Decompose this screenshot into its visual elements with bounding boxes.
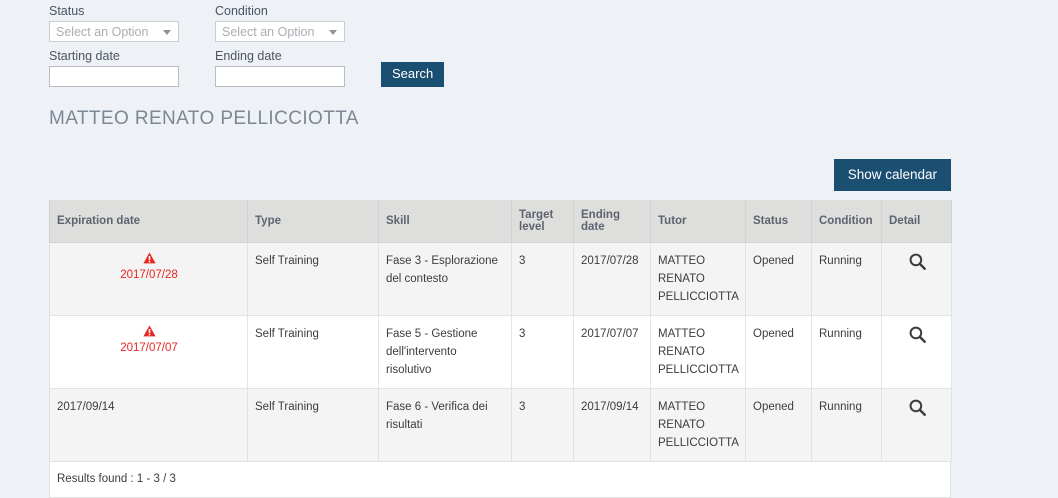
cell-tutor: MATTEO RENATO PELLICCIOTTA [650,242,746,316]
expiration-date-value: 2017/09/14 [57,401,115,413]
cell-expiration-date: 2017/07/28 [49,242,248,316]
column-header-type[interactable]: Type [247,200,379,243]
cell-target-level: 3 [511,242,574,316]
search-filter-form: Status Select an Option Condition Select… [49,4,949,87]
column-header-status[interactable]: Status [745,200,812,243]
column-header-tutor[interactable]: Tutor [650,200,746,243]
table-row[interactable]: 2017/09/14 Self Training Fase 6 - Verifi… [49,388,952,462]
table-row[interactable]: 2017/07/28 Self Training Fase 3 - Esplor… [49,242,952,316]
column-header-target-level[interactable]: Target level [511,200,574,243]
cell-target-level: 3 [511,315,574,389]
cell-type: Self Training [247,315,379,389]
cell-expiration-date: 2017/09/14 [49,388,248,462]
results-table-container: Expiration date Type Skill Target level … [49,200,952,498]
cell-ending-date: 2017/09/14 [573,388,651,462]
magnifier-icon[interactable] [908,252,927,271]
status-field: Status Select an Option [49,4,179,42]
cell-ending-date: 2017/07/28 [573,242,651,316]
starting-date-input[interactable] [49,66,179,87]
cell-condition: Running [811,388,882,462]
warning-triangle-icon [142,325,156,337]
column-header-ending-date[interactable]: Ending date [573,200,651,243]
column-header-detail[interactable]: Detail [881,200,952,243]
show-calendar-button[interactable]: Show calendar [833,159,951,191]
cell-ending-date: 2017/07/07 [573,315,651,389]
chevron-down-icon [163,30,171,35]
filter-row-selects: Status Select an Option Condition Select… [49,4,949,42]
ending-date-field: Ending date [215,49,345,87]
cell-detail [881,242,952,316]
table-header-row: Expiration date Type Skill Target level … [49,200,952,243]
cell-status: Opened [745,242,812,316]
cell-tutor: MATTEO RENATO PELLICCIOTTA [650,388,746,462]
page-title: MATTEO RENATO PELLICCIOTTA [49,108,359,129]
expiration-date-value: 2017/07/28 [120,269,178,281]
ending-date-label: Ending date [215,49,282,63]
condition-select[interactable]: Select an Option [215,21,345,42]
cell-detail [881,315,952,389]
cell-condition: Running [811,242,882,316]
filter-row-dates: Starting date Ending date Search [49,49,949,87]
table-body: 2017/07/28 Self Training Fase 3 - Esplor… [49,242,952,462]
cell-detail [881,388,952,462]
column-header-expiration-date[interactable]: Expiration date [49,200,248,243]
column-header-skill[interactable]: Skill [378,200,512,243]
starting-date-label: Starting date [49,49,120,63]
condition-label: Condition [215,4,268,18]
status-label: Status [49,4,85,18]
cell-expiration-date: 2017/07/07 [49,315,248,389]
column-header-condition[interactable]: Condition [811,200,882,243]
starting-date-field: Starting date [49,49,179,87]
condition-field: Condition Select an Option [215,4,345,42]
expiration-date-value: 2017/07/07 [120,342,178,354]
cell-type: Self Training [247,388,379,462]
search-button[interactable]: Search [381,62,445,87]
cell-skill: Fase 3 - Esplorazione del contesto [378,242,512,316]
ending-date-input[interactable] [215,66,345,87]
cell-skill: Fase 6 - Verifica dei risultati [378,388,512,462]
cell-status: Opened [745,315,812,389]
results-found-label: Results found : 1 - 3 / 3 [49,462,951,498]
magnifier-icon[interactable] [908,398,927,417]
cell-tutor: MATTEO RENATO PELLICCIOTTA [650,315,746,389]
status-select-value: Select an Option [56,25,149,39]
table-row[interactable]: 2017/07/07 Self Training Fase 5 - Gestio… [49,315,952,389]
chevron-down-icon [329,30,337,35]
condition-select-value: Select an Option [222,25,315,39]
cell-condition: Running [811,315,882,389]
cell-status: Opened [745,388,812,462]
cell-target-level: 3 [511,388,574,462]
warning-triangle-icon [142,252,156,264]
results-table: Expiration date Type Skill Target level … [49,200,952,462]
cell-skill: Fase 5 - Gestione dell'intervento risolu… [378,315,512,389]
magnifier-icon[interactable] [908,325,927,344]
status-select[interactable]: Select an Option [49,21,179,42]
cell-type: Self Training [247,242,379,316]
